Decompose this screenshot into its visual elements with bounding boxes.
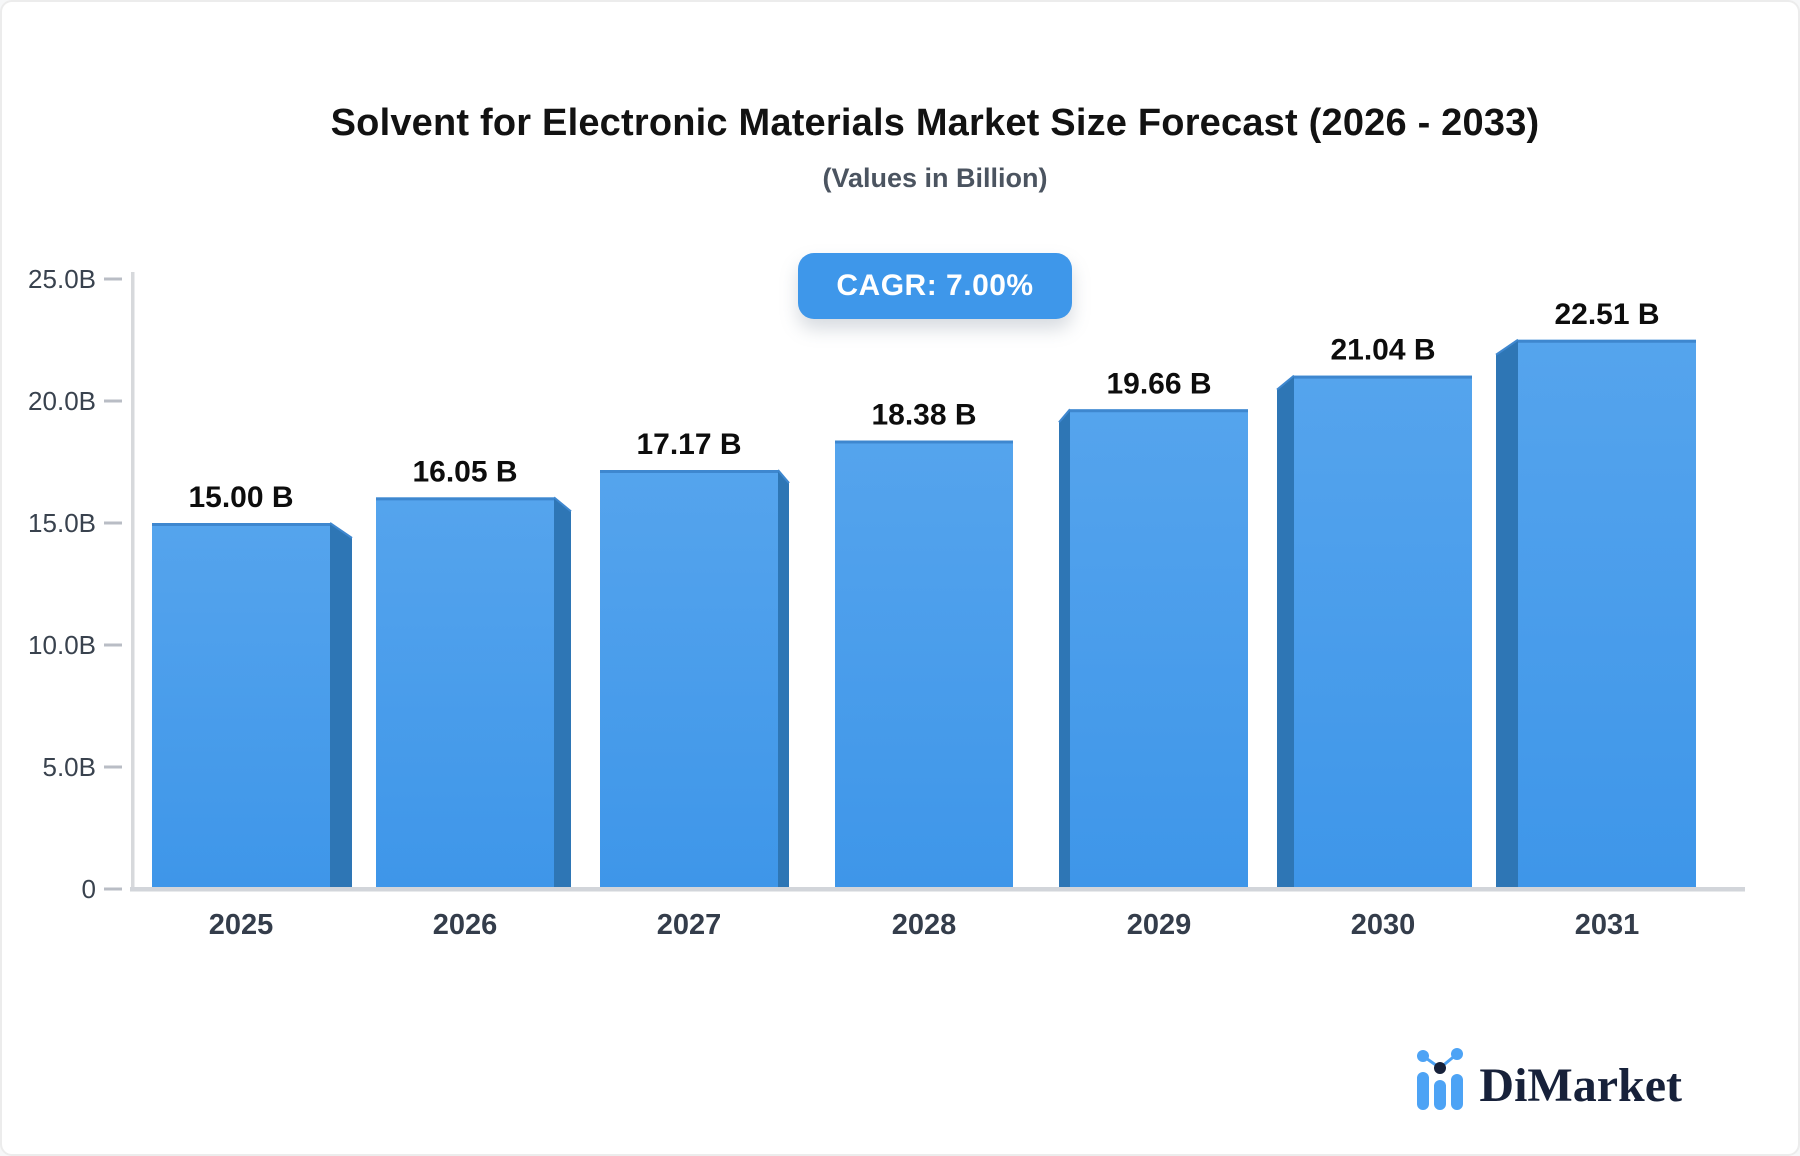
bar-face[interactable] [1294,375,1472,889]
y-axis-line [131,272,135,891]
bar-face[interactable] [600,470,778,889]
bar-side-face [778,470,789,889]
y-axis-label: 20.0B [28,386,96,416]
bar-value-label: 16.05 B [412,455,517,488]
bar-side-top-edge [329,522,353,539]
bar-face[interactable] [835,440,1013,889]
bar-face[interactable] [152,523,330,889]
bar-side-top-edge [553,496,572,513]
x-axis-label: 2031 [1575,909,1640,941]
chart-title: Solvent for Electronic Materials Market … [330,102,1540,144]
bar-group: 15.00 B 2025 [152,481,353,941]
bar-value-label: 22.51 B [1554,298,1659,331]
bar-group: 18.38 B 2028 [835,399,1013,941]
y-axis-tick [104,399,122,403]
y-axis-tick [104,765,122,769]
bar-line-chart-icon [1417,1048,1464,1110]
cagr-badge-label: CAGR: 7.00% [836,269,1034,302]
x-axis-label: 2029 [1127,909,1192,941]
y-axis-tick [104,277,122,281]
bar-side-face [554,497,571,889]
x-axis-label: 2028 [892,909,957,941]
x-axis-label: 2026 [433,909,498,941]
x-axis-label: 2030 [1351,909,1416,941]
bar-side-top-edge [1495,338,1519,356]
y-axis-label: 15.0B [28,508,96,538]
x-axis-label: 2025 [209,909,274,941]
bar-group: 17.17 B 2027 [600,428,790,941]
bar-side-top-edge [777,469,790,484]
bar-group: 19.66 B 2029 [1058,367,1248,941]
bar-value-label: 19.66 B [1106,367,1211,400]
y-axis-label: 25.0B [28,264,96,294]
cagr-badge-row: CAGR: 7.00% [72,253,1798,319]
bar-side-face [1277,375,1294,889]
x-axis-line [130,887,1745,892]
bar-value-label: 18.38 B [871,399,976,432]
y-axis-label: 0 [82,874,96,904]
bar-face[interactable] [1518,339,1696,890]
cagr-badge: CAGR: 7.00% [798,253,1072,319]
bar-side-face [1496,339,1518,890]
chart-header: Solvent for Electronic Materials Market … [72,2,1798,194]
bar-group: 22.51 B 2031 [1495,298,1696,941]
brand-logo: DiMarket [1415,1046,1682,1110]
brand-name: DiMarket [1479,1059,1682,1112]
bar-side-top-edge [1276,374,1295,391]
bar-value-label: 17.17 B [636,428,741,461]
bar-face[interactable] [1070,409,1248,889]
y-axis-label: 10.0B [28,630,96,660]
chart-subtitle: (Values in Billion) [822,163,1048,193]
bar-side-face [1059,409,1070,889]
y-axis-label: 5.0B [43,752,97,782]
y-axis-tick [104,887,122,891]
bar-side-top-edge [1058,408,1071,423]
y-axis-tick [104,643,122,647]
bar-group: 16.05 B 2026 [376,455,572,941]
x-axis-label: 2027 [657,909,722,941]
bar-side-face [330,523,352,889]
bar-face[interactable] [376,497,554,889]
bar-value-label: 21.04 B [1330,334,1435,367]
bar-group: 21.04 B 2030 [1276,334,1472,941]
y-axis-tick [104,521,122,525]
bar-value-label: 15.00 B [188,481,293,514]
